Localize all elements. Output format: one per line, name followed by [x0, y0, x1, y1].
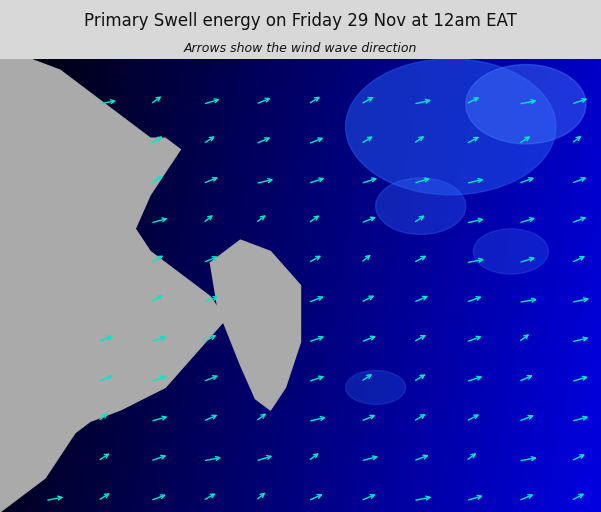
Ellipse shape [346, 370, 406, 404]
Text: Arrows show the wind wave direction: Arrows show the wind wave direction [184, 42, 417, 55]
Ellipse shape [466, 65, 586, 144]
Ellipse shape [376, 178, 466, 234]
Text: Primary Swell energy on Friday 29 Nov at 12am EAT: Primary Swell energy on Friday 29 Nov at… [84, 12, 517, 30]
Polygon shape [0, 59, 225, 512]
Ellipse shape [474, 229, 549, 274]
Ellipse shape [346, 59, 556, 195]
Polygon shape [210, 240, 300, 410]
